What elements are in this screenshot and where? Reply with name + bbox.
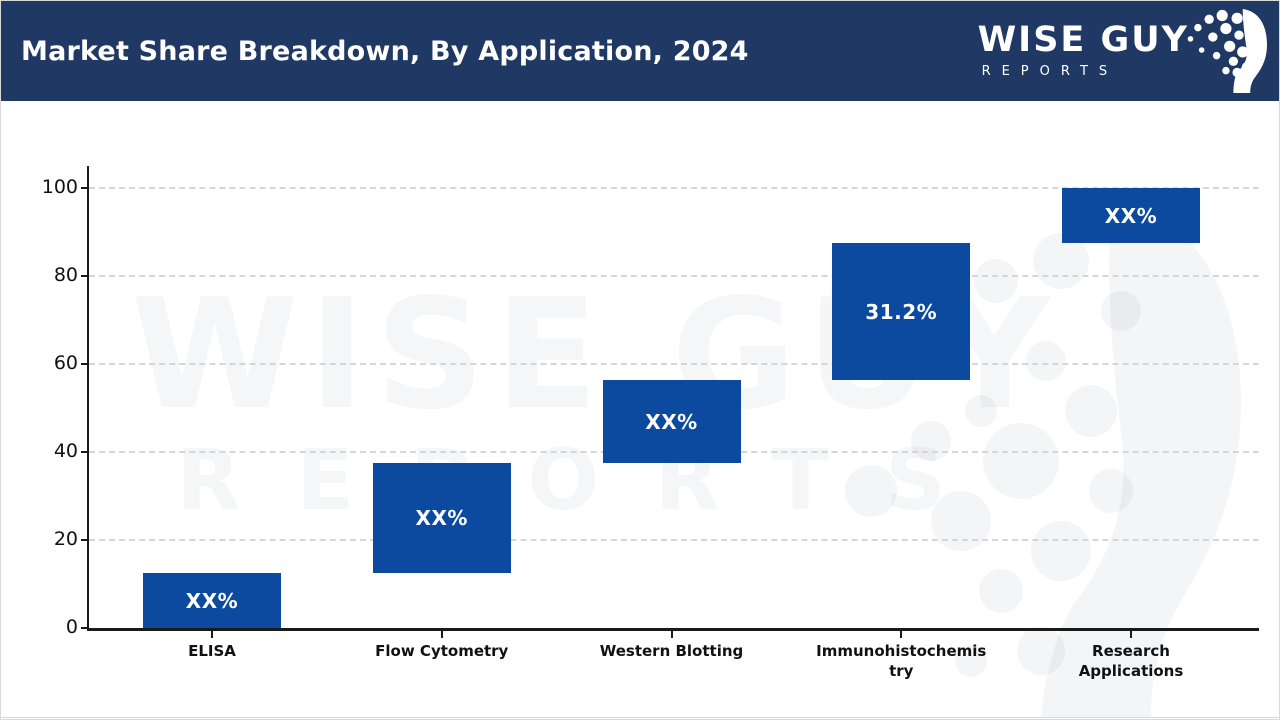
bar: 31.2% [832, 243, 971, 381]
y-axis-tick-label: 60 [53, 352, 78, 374]
x-axis-tick-mark [440, 631, 443, 638]
x-axis-line [87, 628, 1259, 631]
chart-title: Market Share Breakdown, By Application, … [21, 35, 749, 67]
y-axis-tick-mark [81, 363, 89, 365]
x-axis-tick-mark [670, 631, 673, 638]
y-axis-tick-label: 20 [53, 528, 78, 550]
bottom-divider [1, 717, 1279, 718]
y-axis-tick-mark [81, 451, 89, 453]
x-axis-tick-mark [900, 631, 903, 638]
x-axis-category-label: Flow Cytometry [375, 642, 509, 660]
x-axis-tick-mark [211, 631, 213, 638]
bar-value-label: XX% [185, 588, 239, 613]
y-axis-tick-label: 40 [53, 440, 78, 462]
logo-face-icon [1187, 9, 1267, 93]
bar-value-label: 31.2% [865, 299, 938, 324]
bar-value-label: XX% [645, 409, 698, 434]
x-axis-category-label: ELISA [188, 642, 236, 660]
gridline [89, 187, 1259, 189]
wiseguy-logo: WISE GUY REPORTS [977, 8, 1279, 94]
x-axis-category-label: Research Applications [1078, 642, 1184, 681]
y-axis-tick-mark [81, 539, 89, 541]
gridline [89, 363, 1259, 365]
bar: XX% [602, 380, 741, 463]
bar: XX% [143, 573, 281, 628]
x-axis-category-label: Western Blotting [599, 642, 744, 660]
gridline [89, 539, 1259, 541]
y-axis-tick-label: 0 [65, 616, 78, 638]
y-axis-line [87, 166, 89, 628]
logo-text: WISE GUY REPORTS [977, 20, 1189, 80]
y-axis-tick-mark [81, 627, 89, 629]
gridline [89, 275, 1259, 277]
header-bar: Market Share Breakdown, By Application, … [1, 1, 1279, 101]
bar: XX% [1062, 188, 1200, 243]
bar-value-label: XX% [1104, 203, 1158, 228]
x-axis-tick-mark [1130, 631, 1132, 638]
y-axis-tick-mark [81, 275, 89, 277]
bar: XX% [372, 463, 511, 573]
bar-value-label: XX% [415, 506, 468, 530]
y-axis-tick-mark [81, 187, 89, 189]
logo-wordmark: WISE GUY [977, 20, 1189, 60]
y-axis-tick-label: 100 [41, 176, 78, 198]
y-axis-tick-label: 80 [53, 264, 78, 286]
logo-subtext: REPORTS [981, 64, 1119, 79]
x-axis-category-label: Immunohistochemistry [816, 642, 987, 681]
